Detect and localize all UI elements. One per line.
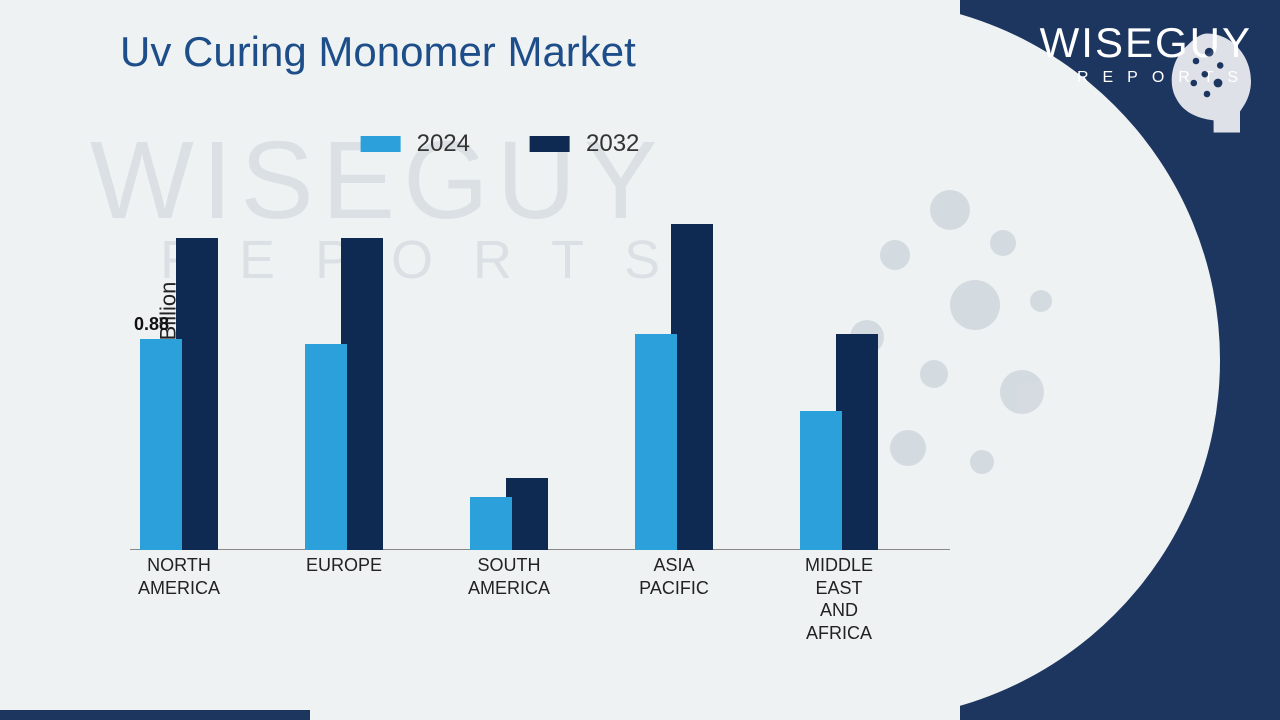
brand-head-icon (1152, 28, 1262, 138)
x-category-label: EUROPE (284, 554, 404, 577)
bar-2024 (305, 344, 347, 550)
page-root: WISEGUY REPORTS Uv Curing Monomer Market… (0, 0, 1280, 720)
legend-item-2024: 2024 (361, 130, 470, 158)
x-category-label: NORTHAMERICA (119, 554, 239, 599)
x-category-label: MIDDLEEASTANDAFRICA (779, 554, 899, 644)
legend: 2024 2032 (361, 130, 640, 158)
chart-area: Market Size in USD Billion 2024 2032 0.8… (40, 130, 960, 690)
x-category-label: ASIAPACIFIC (614, 554, 734, 599)
legend-label-2024: 2024 (417, 130, 470, 158)
bar-2032 (836, 334, 878, 550)
bar-2032 (341, 238, 383, 550)
bar-2032 (671, 224, 713, 550)
legend-item-2032: 2032 (530, 130, 639, 158)
legend-swatch-2032 (530, 136, 570, 152)
bar-2032 (506, 478, 548, 550)
bar-2024 (800, 411, 842, 550)
bar-2024 (140, 339, 182, 550)
bottom-accent-bar (0, 710, 310, 720)
plot-region: 0.88 (130, 190, 950, 550)
legend-swatch-2024 (361, 136, 401, 152)
bar-value-label: 0.88 (134, 314, 169, 335)
chart-title: Uv Curing Monomer Market (120, 28, 636, 76)
bar-2024 (635, 334, 677, 550)
bar-2024 (470, 497, 512, 550)
brand-block: WISEGUY REPORTS (1040, 22, 1252, 87)
bar-2032 (176, 238, 218, 550)
legend-label-2032: 2032 (586, 130, 639, 158)
x-category-label: SOUTHAMERICA (449, 554, 569, 599)
